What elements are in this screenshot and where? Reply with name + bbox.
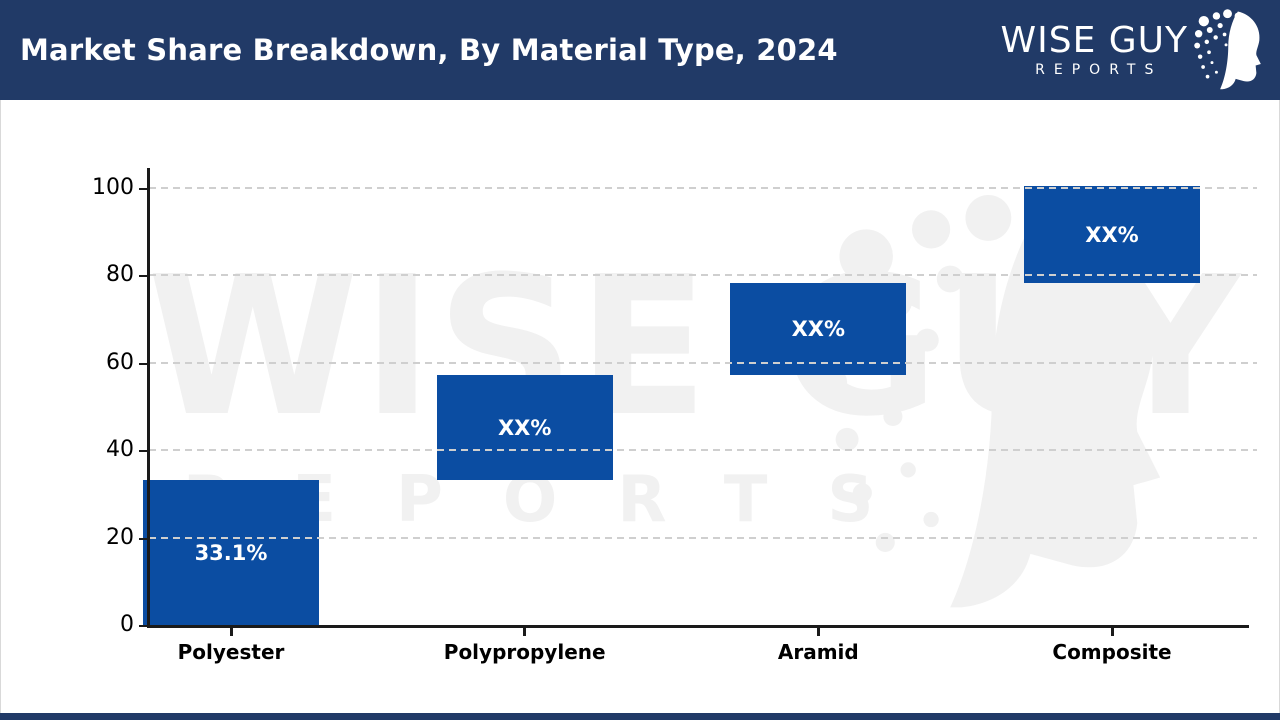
x-tick-mark (1110, 628, 1114, 636)
chart-area: WISE GUY REPORTS 33.1% XX% XX% XX% 0 20 40 60 80… (0, 100, 1280, 713)
gridline-60 (149, 361, 1257, 364)
plot: WISE GUY REPORTS 33.1% XX% XX% XX% 0 20 40 60 80… (1, 100, 1279, 713)
y-tick-label: 100 (92, 174, 134, 200)
logo-face-icon (1194, 9, 1261, 90)
y-tick-mark (139, 275, 147, 277)
y-tick-mark (139, 450, 147, 452)
logo-text: WISE GUY REPORTS (1000, 20, 1189, 78)
y-tick-label: 60 (106, 349, 134, 375)
y-tick-label: 40 (106, 437, 134, 462)
x-tick-mark (816, 628, 820, 636)
y-tick-label: 20 (106, 524, 134, 550)
wise-guy-logo: WISE GUY REPORTS (1001, 8, 1267, 92)
x-tick-mark (229, 628, 233, 636)
x-tick-mark (523, 628, 527, 636)
logo-wordmark: WISE GUY (1000, 20, 1188, 61)
header-bar: Market Share Breakdown, By Material Type… (0, 0, 1280, 100)
gridline-80 (149, 274, 1257, 276)
y-axis-line (147, 168, 150, 628)
y-tick-mark (139, 625, 147, 627)
category-label-composite: Composite (1052, 640, 1172, 664)
y-tick-label: 0 (120, 612, 134, 637)
category-label-aramid: Aramid (777, 640, 859, 664)
bar-value-label: XX% (1085, 222, 1139, 247)
chart-title: Market Share Breakdown, By Material Type… (20, 33, 838, 67)
gridline-100 (149, 186, 1257, 189)
category-label-polypropylene: Polypropylene (443, 640, 606, 664)
bar-composite: XX% (1024, 186, 1200, 283)
y-tick-mark (139, 362, 147, 365)
y-tick-label: 80 (106, 262, 134, 287)
gridline-20 (149, 536, 1257, 539)
footer-bar (0, 713, 1280, 720)
category-label-polyester: Polyester (177, 640, 285, 664)
logo-subtext: REPORTS (1035, 62, 1163, 78)
bar-value-label: XX% (497, 415, 552, 440)
bar-aramid: XX% (730, 282, 907, 376)
x-axis-line (147, 625, 1249, 628)
bar-value-label: XX% (791, 317, 846, 342)
bar-polypropylene: XX% (436, 375, 613, 481)
bar-value-label: 33.1% (194, 540, 268, 565)
gridline-40 (149, 449, 1257, 451)
y-tick-mark (139, 187, 147, 190)
bar-polyester: 33.1% (143, 480, 319, 625)
y-tick-mark (139, 537, 147, 540)
